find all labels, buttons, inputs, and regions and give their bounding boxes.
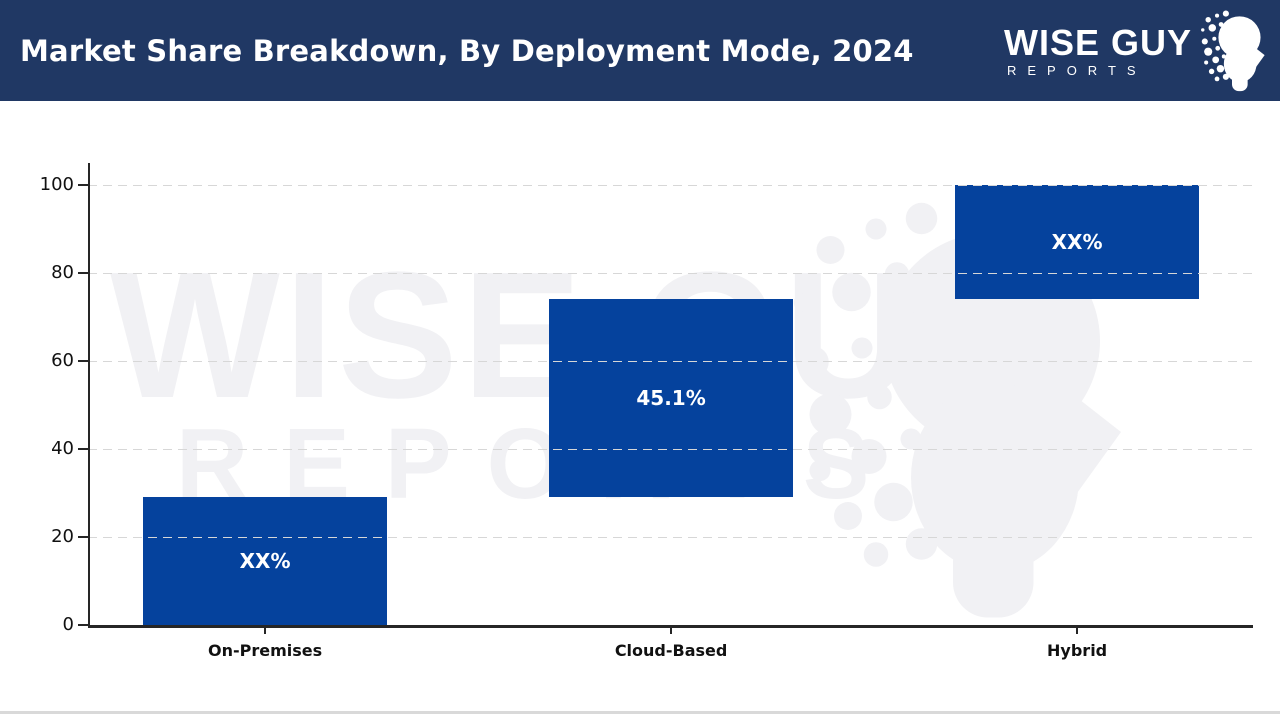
- y-tick-label-60: 60: [51, 350, 74, 371]
- y-tick-mark-20: [78, 536, 88, 538]
- wise-guy-reports-logo: WISE GUY REPORTS: [1004, 10, 1266, 92]
- gridline-60: [88, 361, 1253, 363]
- plot-area: WISE GUY REPORTS 0 20 40 60 80 100 XX% On-Premi…: [40, 163, 1253, 660]
- y-tick-label-40: 40: [51, 438, 74, 459]
- bar-value-label-hybrid: XX%: [1051, 229, 1103, 254]
- gridline-80: [88, 273, 1253, 274]
- y-tick-mark-0: [78, 624, 88, 626]
- y-tick-label-20: 20: [51, 526, 74, 547]
- y-tick-mark-60: [78, 360, 88, 363]
- x-axis-label-hybrid: Hybrid: [1047, 641, 1108, 660]
- page-title: Market Share Breakdown, By Deployment Mo…: [20, 33, 914, 68]
- logo-text: WISE GUY REPORTS: [1003, 21, 1192, 78]
- y-axis-spine: [88, 163, 90, 625]
- y-tick-mark-100: [78, 184, 88, 186]
- x-tick-mark-hybrid: [1076, 628, 1079, 634]
- logo-subtext: REPORTS: [1006, 62, 1147, 78]
- header-band: Market Share Breakdown, By Deployment Mo…: [0, 0, 1280, 101]
- y-tick-label-0: 0: [62, 614, 74, 635]
- y-tick-label-100: 100: [39, 174, 74, 195]
- bar-value-label-cloud-based: 45.1%: [636, 386, 706, 411]
- dotted-face-profile-icon: [1201, 10, 1265, 91]
- y-tick-mark-80: [78, 272, 88, 274]
- x-axis-label-on-premises: On-Premises: [208, 641, 323, 660]
- bar-hybrid: XX%: [955, 185, 1199, 299]
- gridline-100: [88, 185, 1253, 186]
- x-tick-mark-cloud-based: [670, 628, 673, 634]
- x-axis-spine: [88, 625, 1253, 628]
- y-tick-mark-40: [78, 448, 88, 450]
- x-tick-mark-on-premises: [264, 628, 267, 634]
- y-tick-label-80: 80: [51, 262, 74, 283]
- gridline-20: [88, 537, 1253, 538]
- footer-divider: [0, 711, 1280, 714]
- bar-on-premises: XX%: [143, 497, 387, 625]
- bar-cloud-based: 45.1%: [549, 298, 793, 498]
- logo-wordmark: WISE GUY: [1003, 21, 1192, 63]
- gridline-40: [88, 449, 1253, 450]
- bar-value-label-on-premises: XX%: [239, 549, 291, 574]
- x-axis-label-cloud-based: Cloud-Based: [614, 641, 728, 660]
